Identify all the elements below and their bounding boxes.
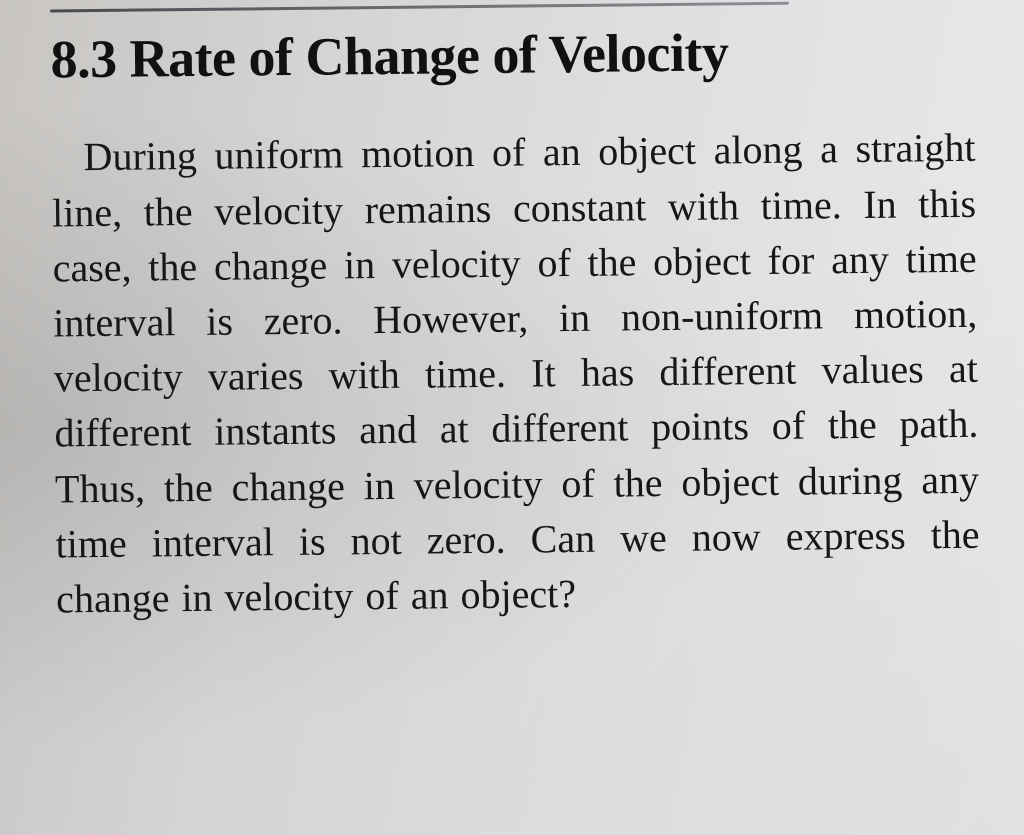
section-body-paragraph: During uniform motion of an object along… [51, 120, 980, 626]
section-heading: 8.3 Rate of Change of Velocity [50, 21, 975, 90]
top-rule-line [50, 2, 789, 13]
textbook-page: 8.3 Rate of Change of Velocity During un… [0, 0, 1024, 627]
